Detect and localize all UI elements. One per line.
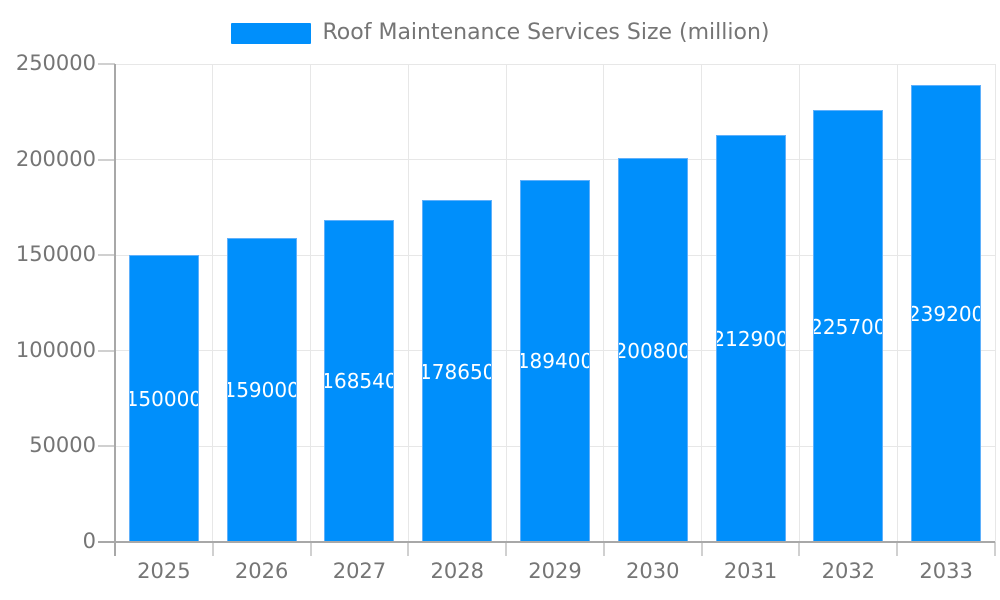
y-tick-label: 50000 bbox=[29, 433, 96, 458]
y-tick-label: 100000 bbox=[15, 337, 96, 362]
y-tick bbox=[98, 158, 115, 161]
x-axis-label: 2027 bbox=[332, 559, 387, 583]
x-axis-label: 2025 bbox=[137, 559, 191, 583]
y-tick-label: 200000 bbox=[15, 146, 96, 171]
legend-label: Roof Maintenance Services Size (million) bbox=[322, 20, 770, 45]
bar-value-label: 239200 bbox=[911, 301, 982, 326]
bar-value-label: 159000 bbox=[226, 378, 297, 403]
y-tick-label: 250000 bbox=[15, 51, 96, 75]
x-axis-label: 2028 bbox=[430, 559, 484, 583]
x-gridline bbox=[701, 64, 703, 542]
legend-item[interactable]: Roof Maintenance Services Size (million) bbox=[0, 22, 1000, 44]
y-tick bbox=[98, 349, 115, 352]
x-tick bbox=[798, 542, 801, 556]
bar-value-label: 178650 bbox=[422, 359, 493, 384]
x-tick bbox=[309, 542, 312, 556]
bar-value-label: 200800 bbox=[617, 338, 688, 363]
bar: 200800 bbox=[617, 158, 688, 542]
x-axis-label: 2029 bbox=[528, 559, 582, 583]
x-gridline bbox=[310, 64, 312, 542]
y-tick bbox=[98, 63, 115, 65]
y-tick-label: 150000 bbox=[15, 242, 96, 267]
x-axis-label: 2033 bbox=[919, 559, 973, 583]
bar: 212900 bbox=[715, 134, 786, 542]
legend-swatch bbox=[230, 22, 311, 44]
y-gridline bbox=[115, 159, 995, 161]
bar-value-label: 189400 bbox=[520, 349, 590, 374]
x-gridline bbox=[798, 64, 800, 542]
x-tick bbox=[407, 542, 410, 556]
y-axis-line bbox=[114, 64, 116, 556]
y-tick-label: 0 bbox=[82, 529, 96, 553]
x-axis-line bbox=[98, 541, 995, 543]
y-tick bbox=[98, 445, 115, 448]
x-gridline bbox=[212, 64, 214, 542]
bar-value-label: 150000 bbox=[128, 387, 199, 412]
y-gridline bbox=[115, 63, 995, 65]
bar-value-label: 212900 bbox=[715, 326, 786, 351]
x-tick bbox=[505, 542, 508, 556]
x-gridline bbox=[603, 64, 605, 542]
x-axis-label: 2030 bbox=[626, 559, 680, 583]
x-gridline bbox=[994, 64, 996, 542]
bar-value-label: 225700 bbox=[813, 314, 884, 339]
x-tick bbox=[700, 542, 703, 556]
x-gridline bbox=[407, 64, 409, 542]
bar: 225700 bbox=[813, 110, 884, 542]
x-tick bbox=[896, 542, 899, 556]
x-tick bbox=[994, 542, 996, 556]
x-axis-label: 2026 bbox=[234, 559, 289, 583]
x-gridline bbox=[505, 64, 507, 542]
bar: 189400 bbox=[520, 179, 590, 542]
y-tick bbox=[98, 254, 115, 257]
x-axis-label: 2032 bbox=[821, 559, 876, 583]
bar: 168540 bbox=[324, 219, 395, 542]
bar-value-label: 168540 bbox=[324, 369, 395, 394]
bar: 150000 bbox=[128, 255, 199, 542]
bar: 159000 bbox=[226, 237, 297, 542]
x-tick bbox=[211, 542, 214, 556]
x-axis-label: 2031 bbox=[723, 559, 778, 583]
bar: 239200 bbox=[911, 84, 982, 542]
bar: 178650 bbox=[422, 200, 493, 542]
x-gridline bbox=[896, 64, 898, 542]
x-tick bbox=[602, 542, 605, 556]
